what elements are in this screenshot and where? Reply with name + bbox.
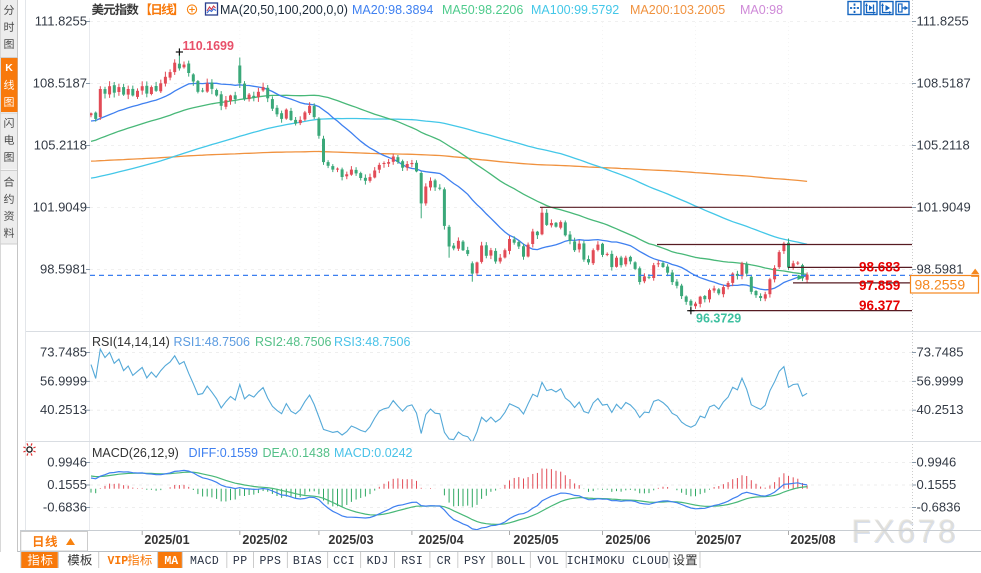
svg-text:110.1699: 110.1699 <box>183 39 234 53</box>
svg-text:FX678: FX678 <box>852 514 959 550</box>
svg-text:DEA:0.1438: DEA:0.1438 <box>263 446 330 460</box>
svg-text:108.5187: 108.5187 <box>917 76 971 91</box>
svg-text:MA: MA <box>164 555 178 568</box>
svg-text:-0.6836: -0.6836 <box>917 500 961 515</box>
svg-text:PPS: PPS <box>259 555 281 568</box>
svg-text:73.7485: 73.7485 <box>40 345 87 360</box>
svg-text:2025/01: 2025/01 <box>144 533 189 547</box>
svg-text:98.683: 98.683 <box>859 259 901 274</box>
svg-text:BOLL: BOLL <box>497 555 526 568</box>
svg-text:MACD(26,12,9): MACD(26,12,9) <box>92 446 179 460</box>
svg-text:2025/07: 2025/07 <box>696 533 741 547</box>
svg-text:-0.6836: -0.6836 <box>43 500 87 515</box>
svg-text:MACD: MACD <box>190 555 219 568</box>
svg-text:0.9946: 0.9946 <box>47 455 87 470</box>
svg-text:98.5981: 98.5981 <box>40 262 87 277</box>
svg-text:101.9049: 101.9049 <box>33 200 87 215</box>
svg-text:PP: PP <box>233 555 248 568</box>
svg-text:2025/03: 2025/03 <box>328 533 373 547</box>
svg-text:MA(20,50,100,200,0,0): MA(20,50,100,200,0,0) <box>220 3 348 17</box>
svg-text:2025/05: 2025/05 <box>513 533 558 547</box>
svg-text:BIAS: BIAS <box>293 555 322 568</box>
svg-text:56.9999: 56.9999 <box>917 373 964 388</box>
svg-text:MA0:98: MA0:98 <box>740 3 783 17</box>
svg-text:40.2513: 40.2513 <box>917 402 964 417</box>
svg-text:2025/02: 2025/02 <box>242 533 287 547</box>
svg-text:VOL: VOL <box>537 555 559 568</box>
svg-text:40.2513: 40.2513 <box>40 402 87 417</box>
svg-text:56.9999: 56.9999 <box>40 373 87 388</box>
svg-text:MA20:98.3894: MA20:98.3894 <box>352 3 433 17</box>
svg-text:2025/08: 2025/08 <box>790 533 835 547</box>
svg-text:RSI1:48.7506: RSI1:48.7506 <box>174 335 250 349</box>
svg-text:0.9946: 0.9946 <box>917 455 957 470</box>
svg-text:RSI3:48.7506: RSI3:48.7506 <box>334 335 410 349</box>
svg-text:PSY: PSY <box>464 555 486 568</box>
svg-text:MA50:98.2206: MA50:98.2206 <box>442 3 523 17</box>
svg-text:RSI(14,14,14): RSI(14,14,14) <box>92 335 170 349</box>
svg-text:111.8255: 111.8255 <box>35 14 87 29</box>
svg-text:73.7485: 73.7485 <box>917 345 964 360</box>
svg-text:108.5187: 108.5187 <box>33 76 87 91</box>
svg-text:RSI2:48.7506: RSI2:48.7506 <box>255 335 331 349</box>
svg-text:KDJ: KDJ <box>367 555 389 568</box>
svg-text:105.2118: 105.2118 <box>917 138 970 153</box>
svg-text:97.859: 97.859 <box>859 278 900 293</box>
svg-text:MA200:103.2005: MA200:103.2005 <box>630 3 725 17</box>
svg-text:2025/04: 2025/04 <box>418 533 463 547</box>
svg-text:CR: CR <box>437 555 452 568</box>
svg-text:K: K <box>5 62 13 74</box>
svg-text:RSI: RSI <box>401 555 423 568</box>
svg-text:111.8255: 111.8255 <box>917 14 969 29</box>
svg-text:0.1555: 0.1555 <box>47 477 87 492</box>
svg-text:VIP: VIP <box>108 555 129 568</box>
svg-text:101.9049: 101.9049 <box>917 200 971 215</box>
svg-text:ICHIMOKU CLOUD: ICHIMOKU CLOUD <box>567 555 669 568</box>
svg-text:MA100:99.5792: MA100:99.5792 <box>531 3 619 17</box>
svg-text:2025/06: 2025/06 <box>605 533 650 547</box>
svg-text:MACD:0.0242: MACD:0.0242 <box>334 446 413 460</box>
svg-text:96.377: 96.377 <box>859 298 900 313</box>
svg-text:96.3729: 96.3729 <box>696 312 741 326</box>
svg-text:0.1555: 0.1555 <box>917 477 957 492</box>
svg-text:98.2559: 98.2559 <box>915 277 966 293</box>
svg-text:98.5981: 98.5981 <box>917 262 964 277</box>
svg-text:105.2118: 105.2118 <box>34 138 87 153</box>
svg-text:DIFF:0.1559: DIFF:0.1559 <box>189 446 259 460</box>
svg-text:CCI: CCI <box>333 555 355 568</box>
